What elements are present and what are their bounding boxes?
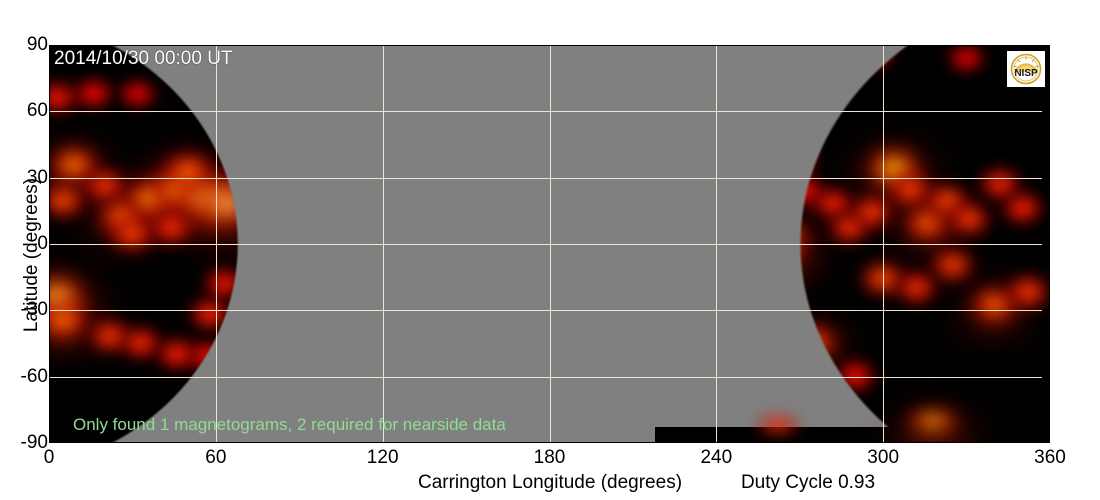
gridline-vertical <box>382 45 384 443</box>
magnetic-feature <box>788 322 839 363</box>
magnetic-feature <box>833 359 878 394</box>
magnetic-feature <box>117 77 159 110</box>
x-tick-label: 180 <box>533 447 566 468</box>
nisp-logo: NISP <box>1007 51 1045 87</box>
magnetic-feature <box>928 246 978 285</box>
y-tick-label: 60 <box>26 100 48 122</box>
synoptic-map-plot[interactable]: 2014/10/30 00:00 UT Only found 1 magneto… <box>49 45 1050 443</box>
y-tick-mark <box>1042 375 1050 378</box>
y-tick-label: 90 <box>26 34 48 55</box>
date-label: 2014/10/30 00:00 UT <box>54 48 233 69</box>
magnetic-feature <box>999 190 1045 226</box>
warning-text: Only found 1 magnetograms, 2 required fo… <box>73 415 506 434</box>
south-polar-band <box>655 393 1050 443</box>
x-axis-title: Carrington Longitude (degrees) <box>417 472 683 493</box>
magnetic-feature <box>945 200 994 238</box>
svg-text:NISP: NISP <box>1014 68 1038 79</box>
magnetic-feature <box>72 76 115 111</box>
y-tick-mark <box>1042 309 1050 312</box>
magnetic-feature <box>185 339 230 374</box>
y-tick-mark <box>1042 110 1050 113</box>
x-tick-label: 300 <box>867 447 900 468</box>
y-tick-label: -90 <box>20 432 48 453</box>
magnetic-feature <box>147 209 195 247</box>
magnetic-feature <box>201 265 247 301</box>
magnetic-feature <box>903 408 964 434</box>
magnetic-feature <box>187 296 234 332</box>
nisp-sun-icon: NISP <box>1010 53 1042 85</box>
y-tick-label: -30 <box>20 299 48 321</box>
gridline-vertical <box>716 45 718 443</box>
magnetogram-left-region <box>49 45 361 443</box>
magnetogram-right-region <box>683 45 1050 443</box>
x-tick-label: 360 <box>1034 447 1066 468</box>
y-tick-mark <box>1042 176 1050 179</box>
gridline-vertical <box>549 45 551 443</box>
y-tick-mark <box>1042 243 1050 245</box>
magnetic-feature <box>161 151 215 193</box>
magnetic-feature <box>769 139 819 179</box>
magnetic-feature <box>1003 273 1050 311</box>
magnetic-feature <box>751 215 810 261</box>
x-tick-label: 120 <box>366 447 399 468</box>
y-tick-label: -60 <box>20 365 48 387</box>
y-tick-label: 0 <box>37 233 48 254</box>
x-tick-label: 60 <box>205 447 227 468</box>
magnetic-feature <box>848 193 897 231</box>
y-tick-label: 30 <box>26 166 48 188</box>
x-tick-label: 0 <box>43 447 55 468</box>
duty-cycle-label: Duty Cycle 0.93 <box>740 472 876 493</box>
magnetic-feature <box>49 299 90 341</box>
y-axis-title: Latitude (degrees) <box>21 177 42 333</box>
x-tick-label: 240 <box>700 447 733 468</box>
magnetic-feature <box>753 414 802 435</box>
magnetic-feature <box>853 45 896 70</box>
magnetic-feature <box>946 45 987 75</box>
